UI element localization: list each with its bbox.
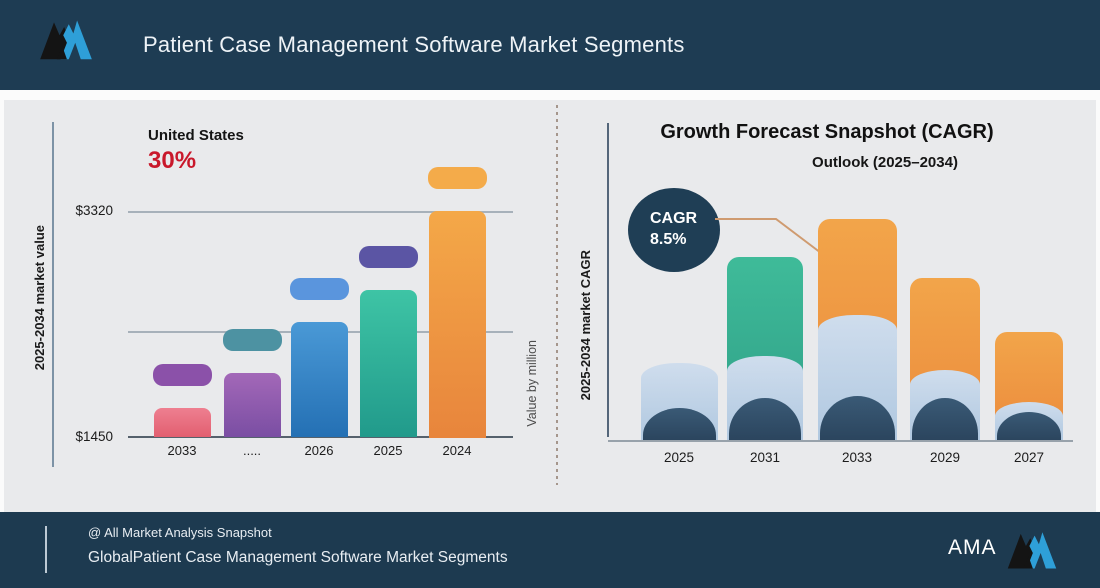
cagr-badge: CAGR 8.5%: [628, 188, 720, 272]
left-y-axis: [52, 122, 54, 467]
left-ytick-3320: $3320: [75, 203, 113, 218]
highlight-percentage: 30%: [148, 147, 197, 174]
x-label-2029: 2029: [929, 450, 961, 465]
bar-2024: [428, 211, 486, 438]
footer-snapshot-text: @ All Market Analysis Snapshot: [88, 525, 272, 540]
cagr-badge-value: 8.5%: [650, 231, 687, 248]
bar-2025: [359, 289, 417, 438]
x-label-.....: .....: [242, 443, 262, 458]
value-by-million-label: Value by million: [525, 340, 539, 427]
x-label-2025: 2025: [663, 450, 695, 465]
left-y-axis-title: 2025-2034 market value: [32, 225, 47, 371]
bar-2033: [153, 408, 211, 438]
x-label-2024: 2024: [442, 443, 472, 458]
panel-divider: [556, 105, 558, 485]
badge-connector-line: [715, 218, 822, 254]
x-label-2033: 2033: [841, 450, 873, 465]
cagr-badge-label: CAGR: [650, 210, 698, 228]
footer-ama-logo-icon: [1007, 532, 1057, 569]
page-title: Patient Case Management Software Market …: [143, 32, 685, 57]
right-chart-title: Growth Forecast Snapshot (CAGR): [660, 121, 994, 143]
footer: @ All Market Analysis Snapshot GlobalPat…: [0, 512, 1100, 588]
x-label-2027: 2027: [1013, 450, 1045, 465]
bar-.....: [223, 373, 281, 438]
left-gridline-top: [128, 211, 513, 213]
x-label-2031: 2031: [749, 450, 781, 465]
left-ytick-1450: $1450: [75, 429, 113, 444]
right-chart-subtitle: Outlook (2025–2034): [812, 154, 958, 171]
right-y-axis: [607, 123, 609, 437]
x-label-2025: 2025: [373, 443, 403, 458]
ama-logo-icon: [40, 20, 92, 60]
bar-2026: [290, 322, 348, 438]
header: Patient Case Management Software Market …: [0, 0, 1100, 90]
bar-cap-2025: [358, 245, 418, 268]
footer-brand-text: AMA: [948, 536, 997, 559]
right-y-axis-title: 2025-2034 market CAGR: [578, 250, 593, 401]
x-label-2026: 2026: [304, 443, 334, 458]
x-label-2033: 2033: [167, 443, 197, 458]
region-label: United States: [148, 127, 244, 144]
bar-cap-2033: [152, 364, 212, 387]
footer-divider-bar: [45, 526, 47, 573]
footer-report-title: GlobalPatient Case Management Software M…: [88, 549, 508, 566]
content-area: United States 30% $3320 $1450 2025-2034 …: [0, 90, 1100, 512]
bar-cap-2026: [289, 278, 349, 301]
bar-cap-2024: [427, 167, 487, 189]
right-x-axis: [608, 440, 1073, 442]
bar-cap-.....: [222, 329, 282, 352]
